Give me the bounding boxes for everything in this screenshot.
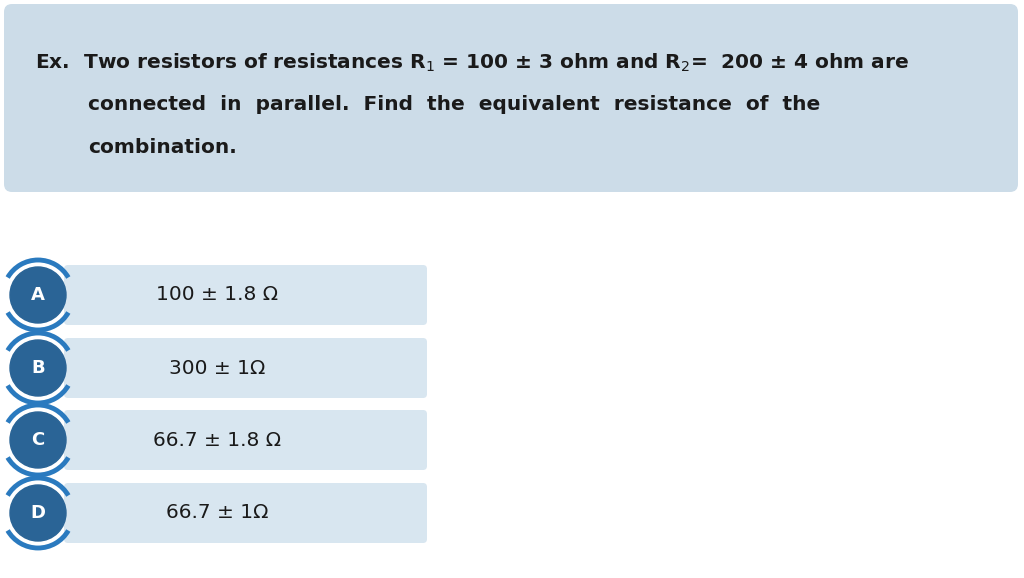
Text: 100 ± 1.8 Ω: 100 ± 1.8 Ω (156, 286, 279, 305)
FancyBboxPatch shape (4, 4, 1018, 192)
FancyBboxPatch shape (63, 483, 427, 543)
Text: Ex.  Two resistors of resistances R$_1$ = 100 ± 3 ohm and R$_2$=  200 ± 4 ohm ar: Ex. Two resistors of resistances R$_1$ =… (35, 52, 909, 75)
Text: 300 ± 1Ω: 300 ± 1Ω (169, 358, 265, 377)
Text: C: C (32, 431, 45, 449)
Text: combination.: combination. (88, 138, 237, 157)
Text: A: A (31, 286, 45, 304)
FancyBboxPatch shape (63, 338, 427, 398)
Circle shape (10, 267, 66, 323)
Circle shape (10, 412, 66, 468)
Circle shape (10, 485, 66, 541)
Text: D: D (31, 504, 45, 522)
Text: connected  in  parallel.  Find  the  equivalent  resistance  of  the: connected in parallel. Find the equivale… (88, 95, 820, 114)
Text: 66.7 ± 1Ω: 66.7 ± 1Ω (166, 503, 268, 523)
FancyBboxPatch shape (63, 410, 427, 470)
Text: 66.7 ± 1.8 Ω: 66.7 ± 1.8 Ω (153, 431, 282, 450)
Text: B: B (31, 359, 45, 377)
FancyBboxPatch shape (63, 265, 427, 325)
Circle shape (10, 340, 66, 396)
